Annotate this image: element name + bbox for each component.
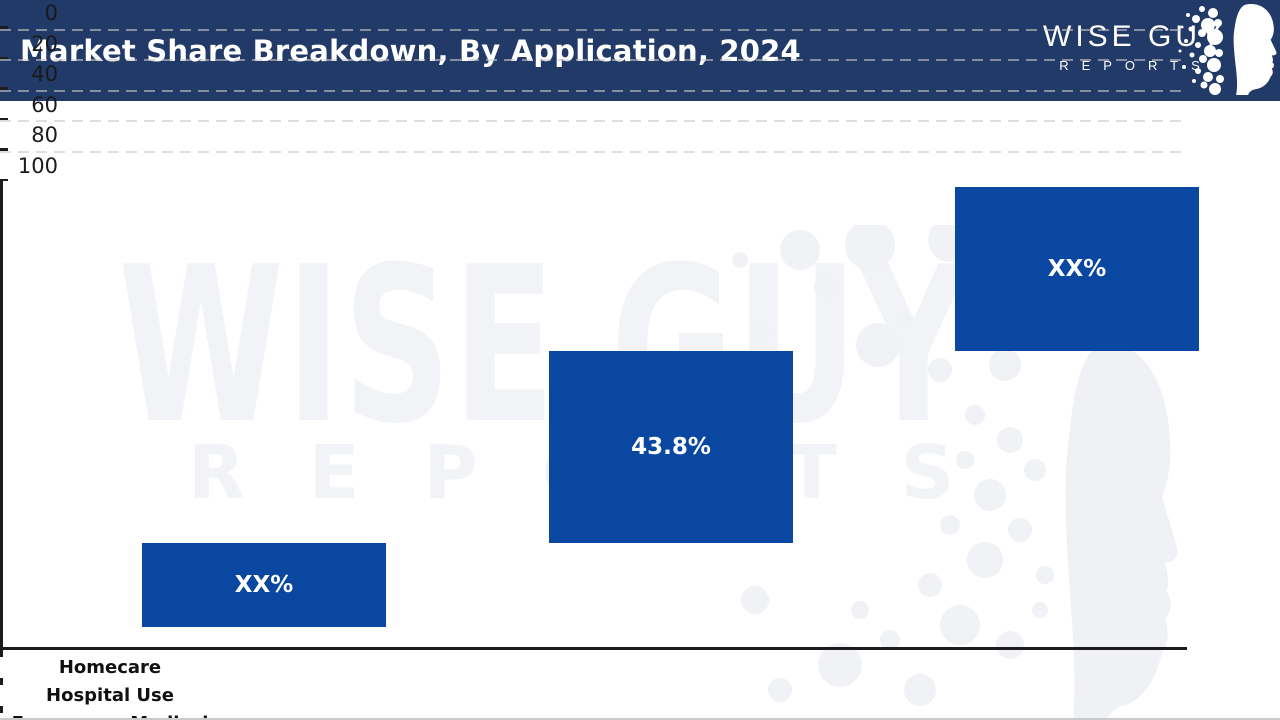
gridline [0, 150, 1185, 153]
logo-brand-text: WISE GUY [1043, 20, 1226, 53]
y-axis-line [0, 181, 3, 647]
bottom-border [0, 718, 1280, 720]
logo-reports-text: REPORTS [1059, 58, 1213, 73]
gridline [0, 28, 1185, 31]
bar-value-label: XX% [1047, 255, 1107, 282]
x-axis-line [0, 647, 1187, 650]
y-axis-tick-label: 20 [31, 31, 58, 56]
x-tick-mark [0, 705, 3, 713]
y-tick-mark [0, 26, 8, 29]
bar-segment: XX% [955, 187, 1199, 351]
bar-segment: 43.8% [549, 350, 793, 544]
y-axis-tick-label: 80 [31, 123, 58, 147]
y-tick-mark [0, 178, 8, 181]
wiseguy-logo: WISE GUY REPORTS [1043, 20, 1226, 74]
bar-value-label: 43.8% [631, 434, 711, 461]
y-tick-mark [0, 117, 8, 120]
x-tick-mark [0, 649, 3, 657]
y-tick-mark [0, 56, 8, 59]
x-axis-category-label: Homecare [58, 656, 162, 678]
y-tick-mark [0, 87, 8, 90]
x-tick-mark [0, 677, 3, 685]
gridline [0, 89, 1185, 92]
wiseguy-head-icon [1178, 4, 1277, 95]
y-axis-tick-label: 60 [31, 92, 58, 117]
chart-title: Market Share Breakdown, By Application, … [20, 33, 801, 68]
y-axis-tick-label: 40 [31, 62, 58, 86]
header-bar: Market Share Breakdown, By Application, … [0, 0, 1280, 101]
y-tick-mark [0, 148, 8, 151]
bar-value-label: XX% [234, 572, 294, 599]
y-axis-tick-label: 100 [17, 153, 58, 178]
y-axis-tick-label: 0 [44, 1, 58, 25]
x-axis-category-label: Emergency Medical Services [0, 713, 220, 720]
gridline [0, 59, 1185, 61]
bar-segment: XX% [142, 543, 386, 627]
x-axis-category-label: Hospital Use [46, 684, 174, 706]
gridline [0, 120, 1185, 122]
